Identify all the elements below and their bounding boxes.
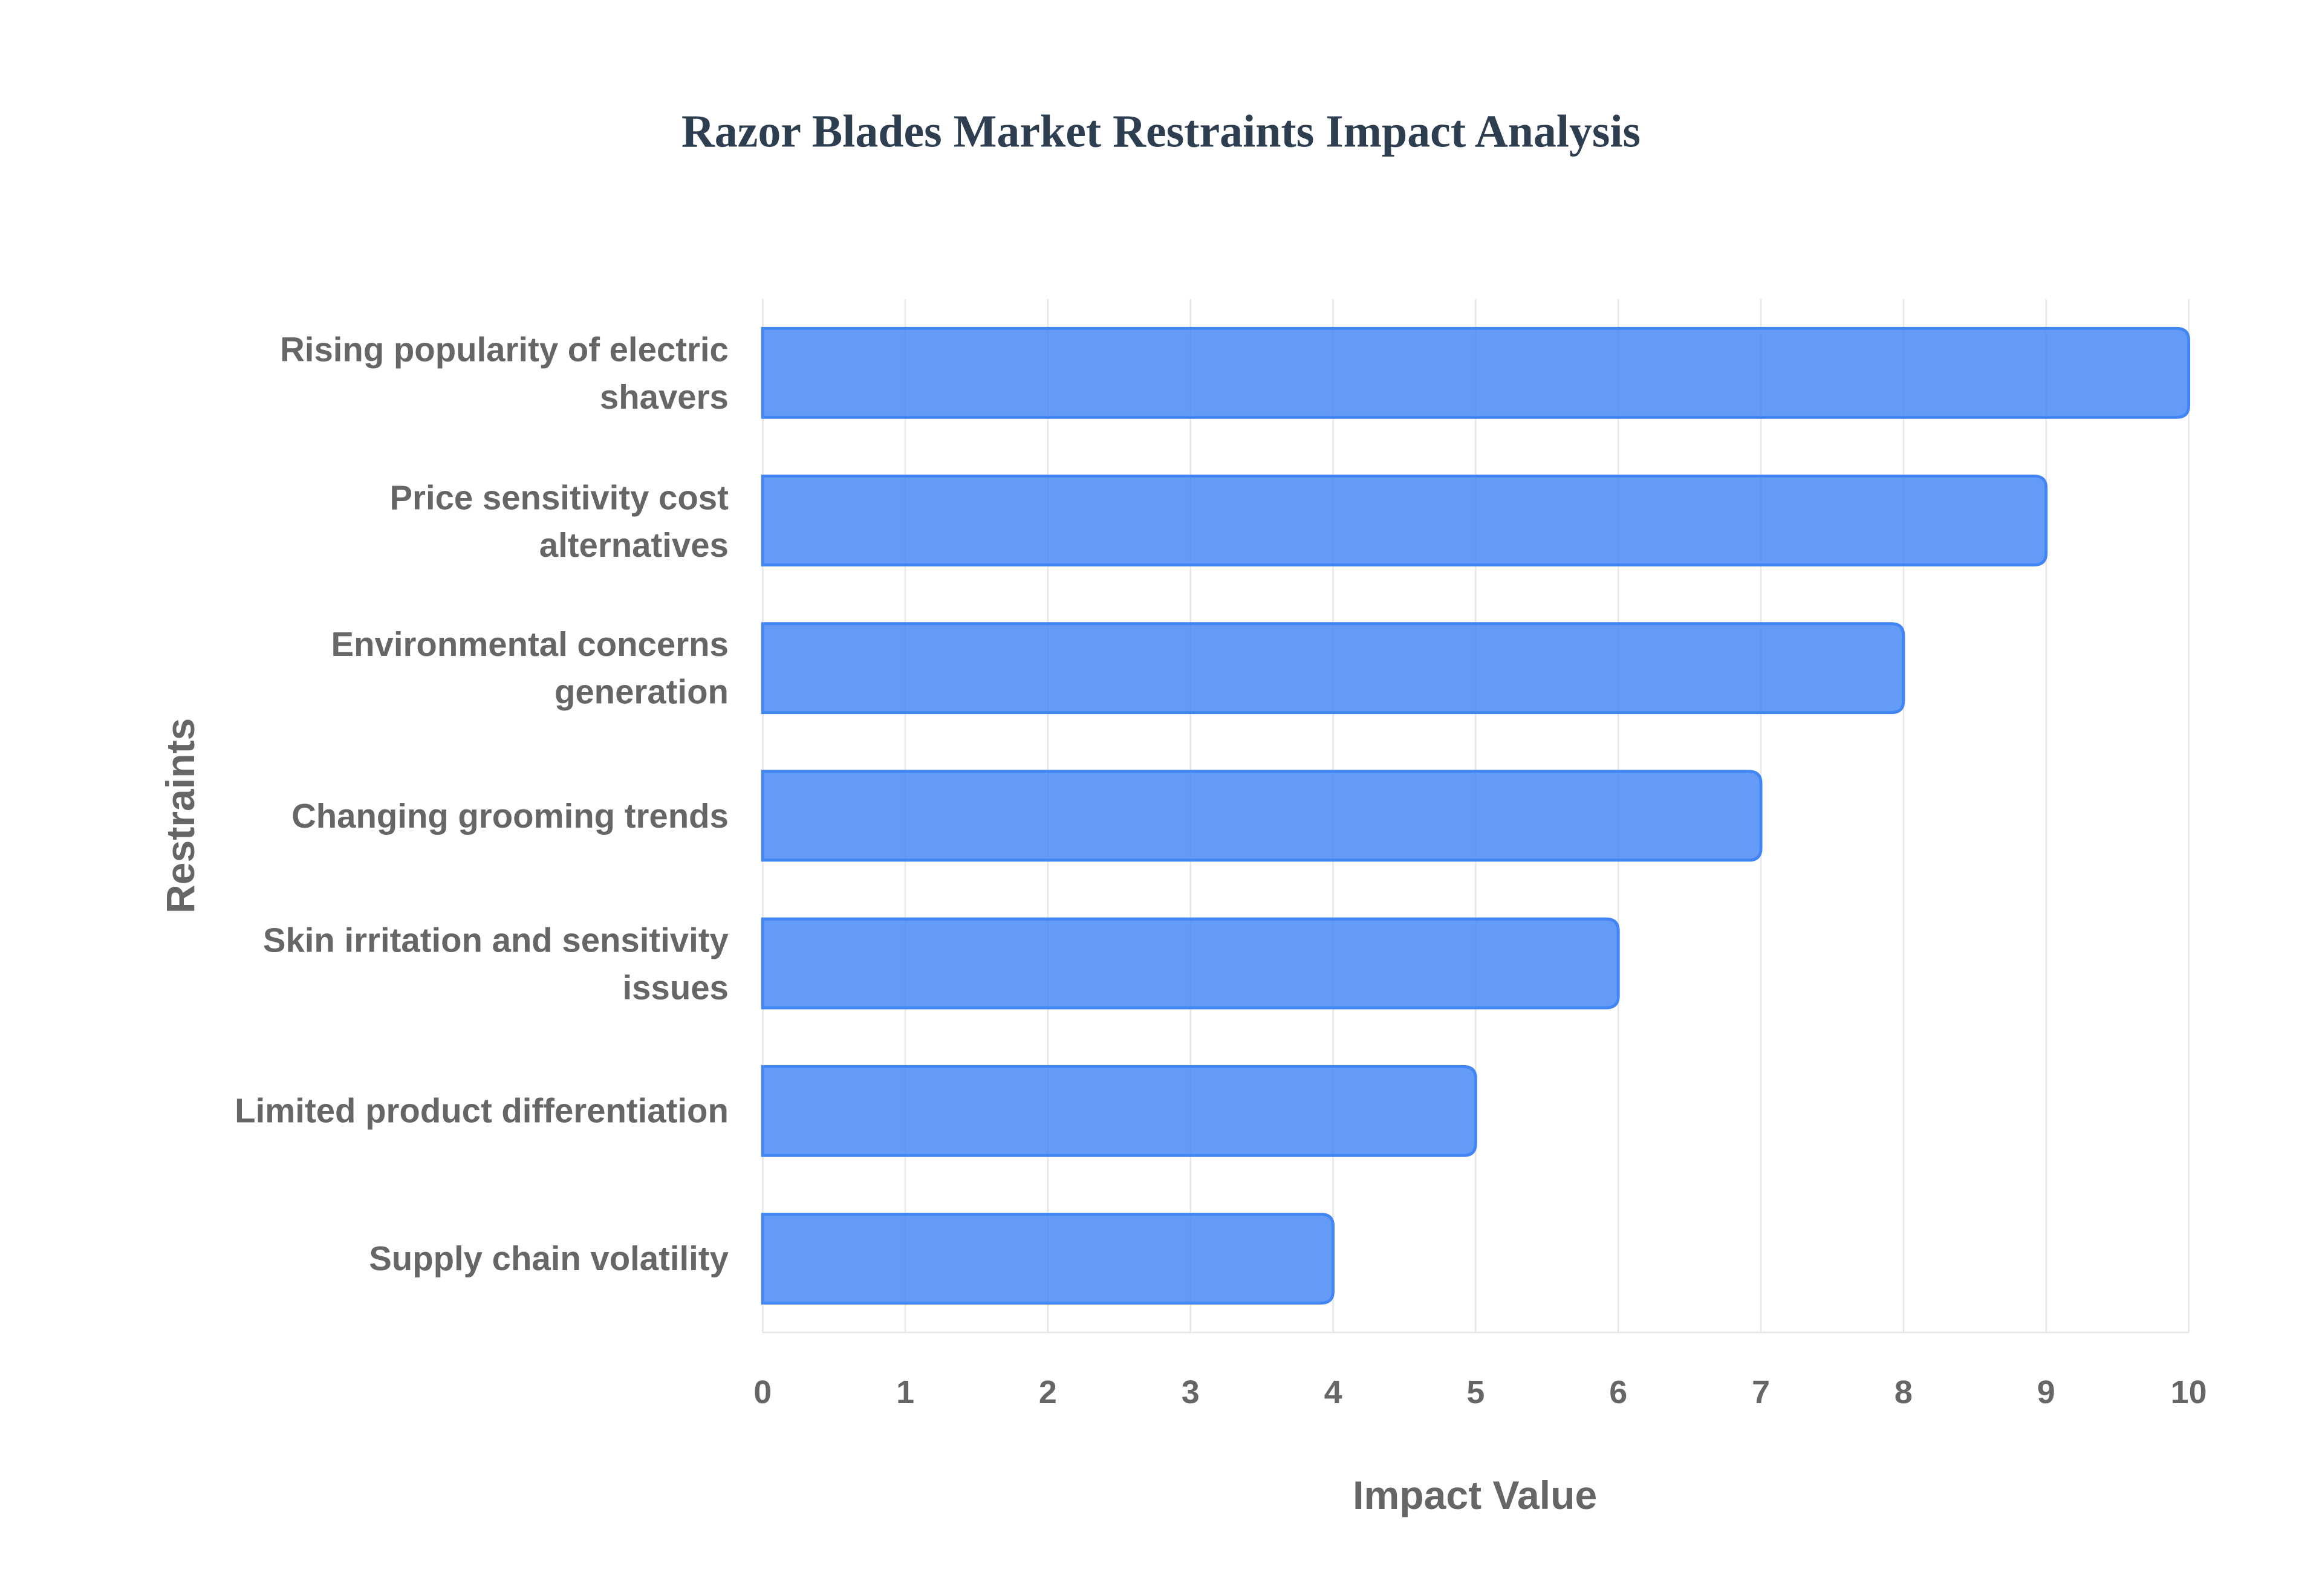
- bar: [761, 326, 2191, 419]
- x-tick-label: 9: [2037, 1374, 2055, 1410]
- chart-title: Razor Blades Market Restraints Impact An…: [681, 106, 1641, 157]
- y-tick-label: Limited product differentiation: [235, 1091, 729, 1130]
- x-tick-label: 5: [1466, 1374, 1485, 1410]
- x-tick-label: 4: [1324, 1374, 1342, 1410]
- y-tick-label: Changing grooming trends: [291, 796, 729, 835]
- x-axis-title: Impact Value: [1353, 1473, 1597, 1518]
- y-tick-label-box: Price sensitivity cost alternatives: [389, 477, 729, 563]
- bar: [761, 475, 2048, 566]
- bar: [761, 1065, 1477, 1157]
- y-tick-label: Price sensitivity cost alternatives: [389, 477, 729, 563]
- bar: [761, 917, 1620, 1010]
- x-tick-label: 7: [1752, 1374, 1770, 1410]
- y-tick-label: Skin irritation and sensitivity issues: [262, 920, 729, 1007]
- bar: [761, 622, 1905, 715]
- x-tick-label: 3: [1182, 1374, 1200, 1410]
- x-tick-label: 8: [1894, 1374, 1913, 1410]
- y-tick-label-box: Limited product differentiation: [235, 1091, 729, 1130]
- x-tick-label: 1: [896, 1374, 914, 1410]
- y-tick-label: Supply chain volatility: [369, 1239, 729, 1278]
- bar: [761, 1213, 1335, 1305]
- y-tick-label-box: Skin irritation and sensitivity issues: [262, 920, 729, 1007]
- y-tick-label-box: Rising popularity of electric shavers: [280, 329, 729, 416]
- x-tick-label: 10: [2171, 1374, 2207, 1410]
- y-tick-label-box: Supply chain volatility: [369, 1239, 729, 1278]
- y-tick-label-box: Environmental concerns generation: [331, 625, 729, 712]
- bar: [761, 770, 1763, 862]
- y-axis-title: Restraints: [158, 718, 203, 913]
- x-tick-label: 6: [1609, 1374, 1627, 1410]
- y-tick-label-box: Changing grooming trends: [291, 796, 729, 835]
- x-tick-label: 0: [753, 1374, 772, 1410]
- x-tick-label: 2: [1039, 1374, 1057, 1410]
- y-tick-label: Environmental concerns generation: [331, 625, 729, 712]
- y-tick-label: Rising popularity of electric shavers: [280, 329, 729, 416]
